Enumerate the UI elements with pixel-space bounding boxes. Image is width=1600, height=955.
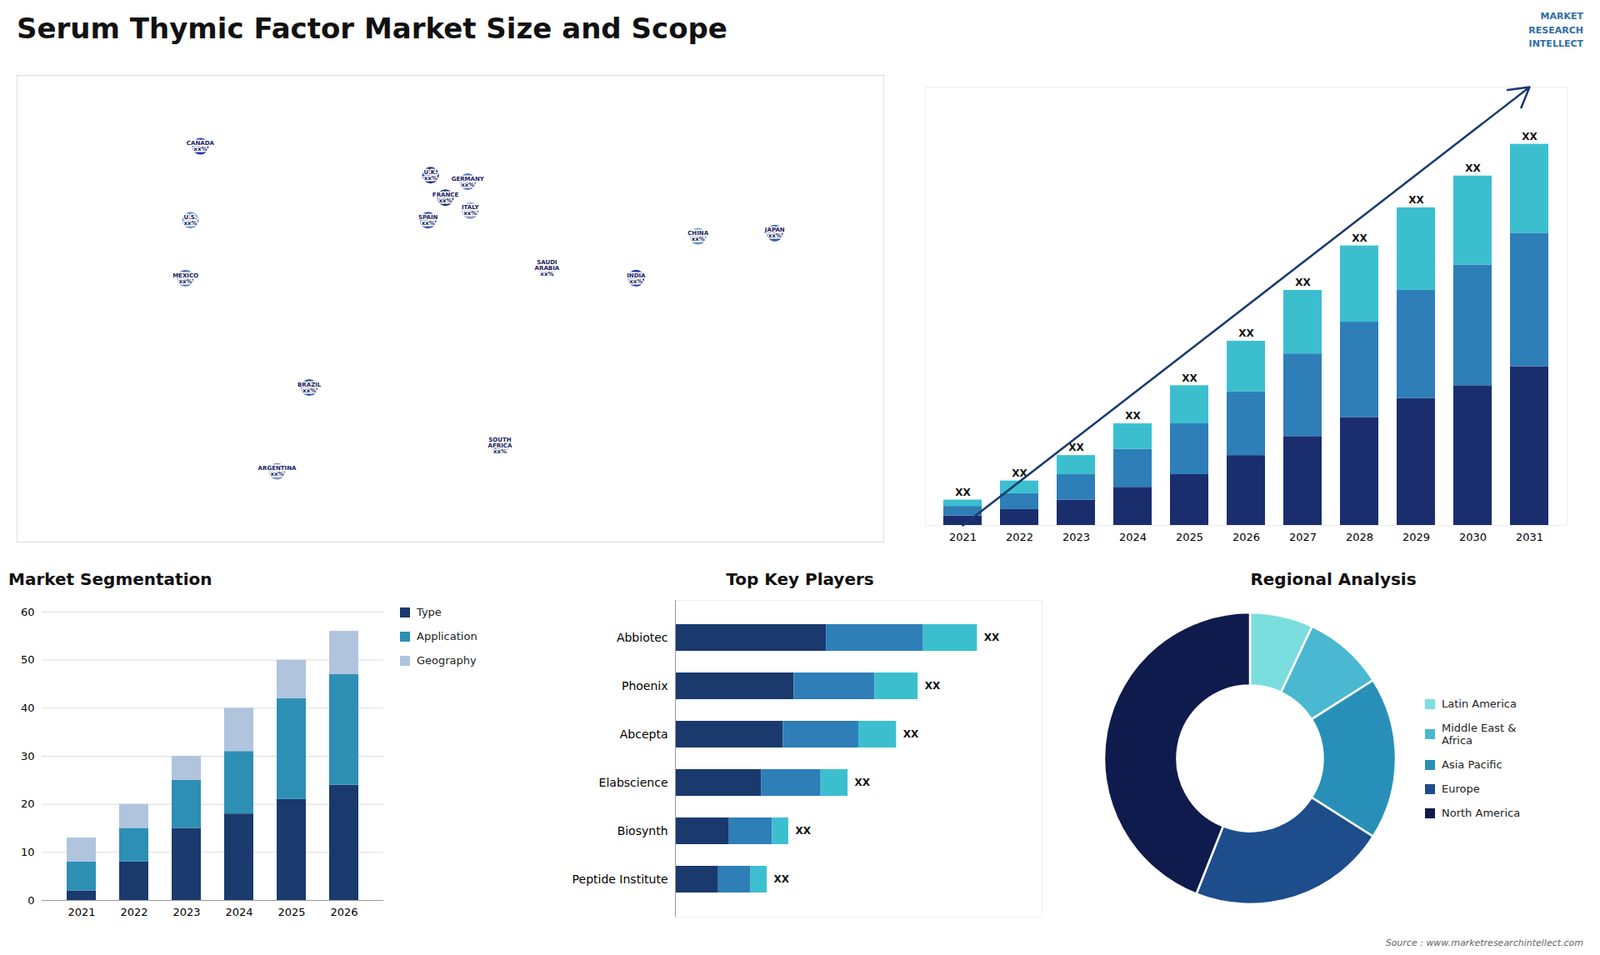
svg-text:XX: XX	[955, 486, 971, 499]
svg-text:SOUTHAFRICAxx%: SOUTHAFRICAxx%	[488, 436, 513, 455]
svg-text:GERMANYxx%: GERMANYxx%	[451, 175, 485, 189]
svg-text:JAPANxx%: JAPANxx%	[764, 226, 785, 240]
svg-text:2021: 2021	[67, 905, 95, 919]
html-text:Application: Application	[416, 630, 478, 643]
svg-text:2024: 2024	[225, 905, 253, 919]
svg-text:10: 10	[20, 845, 35, 859]
svg-text:2028: 2028	[1345, 530, 1374, 544]
svg-text:Phoenix: Phoenix	[621, 679, 669, 693]
svg-text:ARGENTINAxx%: ARGENTINAxx%	[258, 465, 297, 478]
svg-text:BRAZILxx%: BRAZILxx%	[297, 381, 322, 395]
html-text:Type: Type	[416, 605, 442, 619]
svg-text:XX: XX	[855, 776, 871, 789]
svg-text:SPAINxx%: SPAINxx%	[418, 214, 439, 227]
svg-text:2025: 2025	[277, 905, 305, 919]
html-text:MARKET RESEARCH INTELLECT: MARKET RESEARCH INTELLECT	[1528, 10, 1584, 50]
svg-text:50: 50	[20, 653, 35, 666]
svg-text:U.K.xx%: U.K.xx%	[424, 169, 438, 182]
svg-text:XX: XX	[795, 825, 811, 837]
svg-text:XX: XX	[1351, 232, 1368, 245]
svg-text:Peptide Institute: Peptide Institute	[572, 872, 669, 886]
svg-text:XX: XX	[1238, 327, 1255, 340]
svg-text:2022: 2022	[1005, 530, 1034, 544]
svg-text:2029: 2029	[1402, 530, 1430, 544]
html-text:Market Segmentation: Market Segmentation	[8, 569, 213, 590]
svg-text:XX: XX	[903, 728, 920, 740]
html-text:Latin America: Latin America	[1441, 697, 1517, 710]
svg-text:XX: XX	[1011, 467, 1028, 480]
svg-text:XX: XX	[1408, 194, 1425, 206]
svg-text:XX: XX	[1295, 276, 1311, 289]
html-text:Europe: Europe	[1441, 782, 1480, 795]
svg-text:XX: XX	[984, 631, 1000, 644]
svg-text:XX: XX	[1465, 162, 1481, 175]
svg-text:Biosynth: Biosynth	[617, 824, 669, 838]
svg-text:INDIAxx%: INDIAxx%	[626, 272, 646, 285]
svg-text:30: 30	[20, 750, 35, 763]
svg-text:XX: XX	[925, 680, 941, 692]
svg-text:ITALYxx%: ITALYxx%	[461, 204, 480, 217]
svg-text:Abcepta: Abcepta	[620, 727, 669, 741]
svg-text:XX: XX	[1068, 441, 1085, 454]
svg-text:Elabscience: Elabscience	[599, 775, 669, 790]
svg-text:2026: 2026	[1232, 530, 1260, 544]
svg-text:XX: XX	[1125, 410, 1141, 422]
svg-text:SAUDIARABIAxx%: SAUDIARABIAxx%	[535, 259, 560, 278]
svg-text:FRANCExx%: FRANCExx%	[432, 191, 460, 205]
html-text:Middle East & Africa: Middle East & Africa	[1441, 721, 1517, 747]
html-text:North America: North America	[1441, 806, 1521, 820]
svg-text:XX: XX	[774, 873, 790, 885]
html-text:Regional Analysis: Regional Analysis	[1250, 569, 1417, 590]
svg-text:2024: 2024	[1119, 530, 1147, 544]
svg-text:2026: 2026	[330, 905, 358, 919]
html-text:Geography: Geography	[416, 654, 477, 667]
html-text:Source : www.marketresearchint: Source : www.marketresearchintellect.com	[1385, 937, 1584, 949]
html-text:Serum Thymic Factor Market Siz: Serum Thymic Factor Market Size and Scop…	[16, 11, 728, 45]
svg-text:20: 20	[20, 797, 35, 810]
svg-text:MEXICOxx%: MEXICOxx%	[172, 272, 199, 285]
svg-text:40: 40	[20, 701, 35, 715]
svg-text:2023: 2023	[1062, 530, 1090, 544]
svg-text:2022: 2022	[120, 905, 148, 919]
svg-text:2025: 2025	[1175, 530, 1204, 544]
svg-text:2027: 2027	[1289, 530, 1317, 544]
html-text:Asia Pacific: Asia Pacific	[1441, 758, 1503, 771]
svg-text:2021: 2021	[949, 530, 977, 544]
svg-text:Abbiotec: Abbiotec	[616, 630, 669, 645]
svg-text:2030: 2030	[1459, 530, 1487, 544]
svg-text:2023: 2023	[172, 905, 200, 919]
svg-text:CHINAxx%: CHINAxx%	[687, 230, 709, 243]
svg-text:60: 60	[20, 605, 35, 619]
svg-text:XX: XX	[1181, 372, 1198, 385]
svg-text:2031: 2031	[1515, 530, 1544, 544]
svg-text:CANADAxx%: CANADAxx%	[186, 140, 215, 153]
svg-text:0: 0	[27, 894, 35, 907]
html-text:Top Key Players: Top Key Players	[726, 569, 874, 590]
svg-text:U.S.xx%: U.S.xx%	[183, 214, 197, 227]
svg-text:XX: XX	[1521, 130, 1538, 143]
